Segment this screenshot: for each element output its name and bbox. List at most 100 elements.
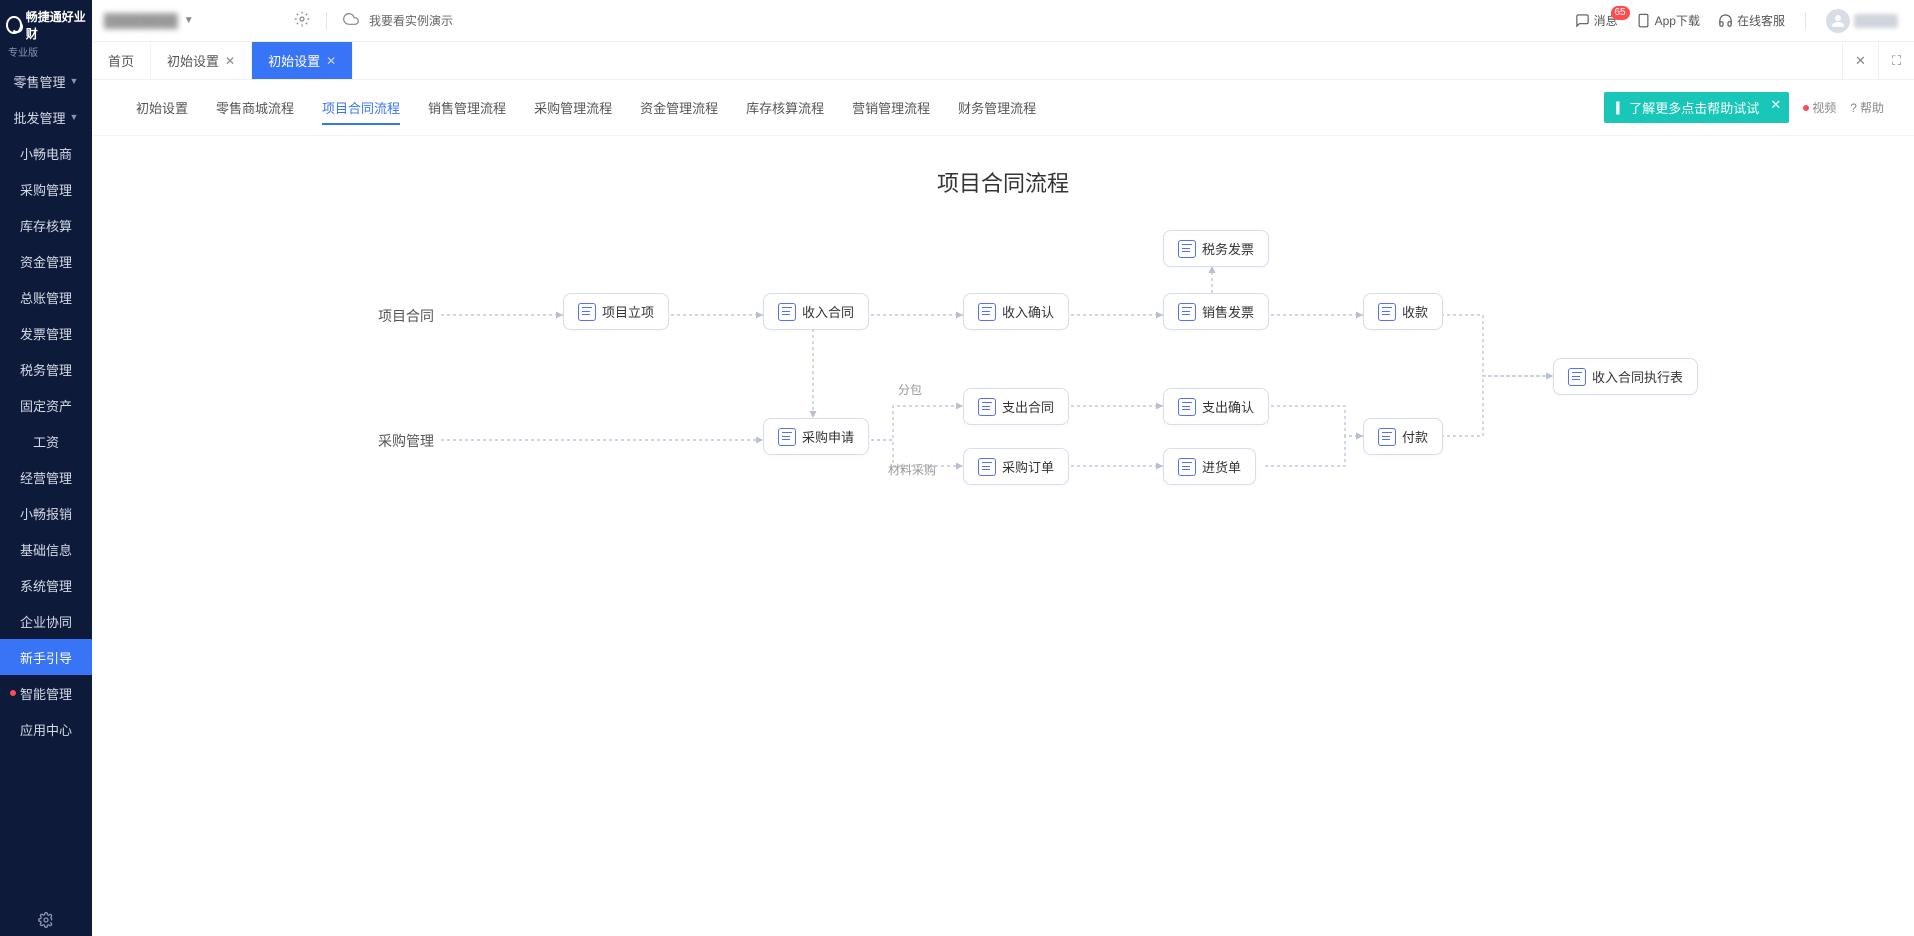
help-link[interactable]: ?帮助 <box>1850 99 1884 116</box>
sidebar-item-label: 小畅电商 <box>20 144 72 163</box>
flow-node-label: 付款 <box>1402 427 1428 446</box>
subtab[interactable]: 项目合同流程 <box>308 80 414 135</box>
subtab[interactable]: 营销管理流程 <box>838 80 944 135</box>
flow-node-label: 税务发票 <box>1202 239 1254 258</box>
app-download-button[interactable]: App下载 <box>1632 12 1704 29</box>
sidebar-item[interactable]: 总账管理 <box>0 279 92 315</box>
video-link[interactable]: 视频 <box>1803 99 1836 116</box>
sidebar-settings-button[interactable] <box>0 904 92 936</box>
username-redacted <box>1854 14 1898 28</box>
sidebar-item-label: 应用中心 <box>20 720 72 739</box>
new-dot-icon <box>10 690 16 696</box>
flow-node-label: 收款 <box>1402 302 1428 321</box>
tabs-row: 首页初始设置✕初始设置✕✕⛶ <box>92 42 1914 80</box>
tab[interactable]: 初始设置 ✕ <box>252 42 353 79</box>
user-menu[interactable] <box>1822 9 1902 33</box>
flow-title: 项目合同流程 <box>92 136 1914 208</box>
flow-node-label: 收入确认 <box>1002 302 1054 321</box>
sidebar-item[interactable]: 固定资产 <box>0 387 92 423</box>
flow-node[interactable]: 进货单 <box>1163 448 1256 485</box>
subtabs-row: 初始设置零售商城流程项目合同流程销售管理流程采购管理流程资金管理流程库存核算流程… <box>92 80 1914 136</box>
flow-node-label: 进货单 <box>1202 457 1241 476</box>
document-icon <box>778 303 796 321</box>
sidebar-item-label: 工资 <box>33 432 59 451</box>
tab[interactable]: 初始设置 ✕ <box>151 42 252 79</box>
flow-node-label: 项目立项 <box>602 302 654 321</box>
subtab[interactable]: 零售商城流程 <box>202 80 308 135</box>
sidebar-item[interactable]: 批发管理▼ <box>0 99 92 135</box>
sidebar-item[interactable]: 小畅电商 <box>0 135 92 171</box>
org-selector[interactable]: ████████ ▼ <box>104 13 284 28</box>
flow-node[interactable]: 采购申请 <box>763 418 869 455</box>
sidebar-item[interactable]: 应用中心 <box>0 711 92 747</box>
sidebar-item-label: 采购管理 <box>20 180 72 199</box>
sidebar-item[interactable]: 库存核算 <box>0 207 92 243</box>
chevron-down-icon: ▼ <box>70 112 79 122</box>
sidebar-item[interactable]: 企业协同 <box>0 603 92 639</box>
fullscreen-button[interactable]: ⛶ <box>1878 42 1914 79</box>
tab-label: 初始设置 <box>268 51 320 70</box>
tab-label: 初始设置 <box>167 51 219 70</box>
flow-node[interactable]: 采购订单 <box>963 448 1069 485</box>
subtab[interactable]: 初始设置 <box>122 80 202 135</box>
close-icon[interactable]: ✕ <box>1770 97 1781 113</box>
sidebar-item-label: 企业协同 <box>20 612 72 631</box>
subtab[interactable]: 采购管理流程 <box>520 80 626 135</box>
sidebar-item[interactable]: 零售管理▼ <box>0 63 92 99</box>
flow-node[interactable]: 销售发票 <box>1163 293 1269 330</box>
close-all-tabs-button[interactable]: ✕ <box>1842 42 1878 79</box>
sidebar-item[interactable]: 采购管理 <box>0 171 92 207</box>
tab[interactable]: 首页 <box>92 42 151 79</box>
divider <box>1805 12 1806 30</box>
demo-link[interactable]: 我要看实例演示 <box>369 12 453 29</box>
flow-canvas: 项目合同采购管理分包材料采购项目立项收入合同收入确认销售发票税务发票收款收入合同… <box>273 208 1733 728</box>
document-icon <box>1178 303 1196 321</box>
settings-icon[interactable] <box>294 11 310 30</box>
subtab[interactable]: 财务管理流程 <box>944 80 1050 135</box>
close-icon[interactable]: ✕ <box>225 54 235 68</box>
flow-node[interactable]: 项目立项 <box>563 293 669 330</box>
sidebar-item[interactable]: 税务管理 <box>0 351 92 387</box>
cloud-icon <box>343 11 359 30</box>
document-icon <box>1378 428 1396 446</box>
sidebar-item-label: 发票管理 <box>20 324 72 343</box>
flow-node[interactable]: 付款 <box>1363 418 1443 455</box>
flow-node[interactable]: 收入合同 <box>763 293 869 330</box>
chevron-down-icon: ▼ <box>184 15 194 26</box>
sidebar-item-label: 库存核算 <box>20 216 72 235</box>
document-icon <box>1568 368 1586 386</box>
flow-node[interactable]: 支出合同 <box>963 388 1069 425</box>
support-button[interactable]: 在线客服 <box>1714 12 1789 29</box>
flow-node-label: 收入合同执行表 <box>1592 367 1683 386</box>
sidebar-item[interactable]: 资金管理 <box>0 243 92 279</box>
subtab[interactable]: 销售管理流程 <box>414 80 520 135</box>
sidebar-nav: 零售管理▼批发管理▼ 小畅电商采购管理库存核算资金管理总账管理发票管理税务管理固定… <box>0 63 92 904</box>
help-banner[interactable]: ▎了解更多点击帮助试试✕ <box>1604 92 1789 123</box>
subtab[interactable]: 资金管理流程 <box>626 80 732 135</box>
flow-node[interactable]: 收入合同执行表 <box>1553 358 1698 395</box>
messages-button[interactable]: 消息 65 <box>1571 12 1622 29</box>
subtab[interactable]: 库存核算流程 <box>732 80 838 135</box>
flow-node-label: 收入合同 <box>802 302 854 321</box>
flow-row-label: 采购管理 <box>378 431 434 451</box>
flow-row-label: 项目合同 <box>378 306 434 326</box>
sidebar-item-label: 智能管理 <box>20 684 72 703</box>
sidebar-item[interactable]: 工资 <box>0 423 92 459</box>
flow-node[interactable]: 税务发票 <box>1163 230 1269 267</box>
sidebar-item[interactable]: 系统管理 <box>0 567 92 603</box>
flow-node[interactable]: 收款 <box>1363 293 1443 330</box>
close-icon[interactable]: ✕ <box>326 54 336 68</box>
sidebar-item[interactable]: 经营管理 <box>0 459 92 495</box>
document-icon <box>1178 240 1196 258</box>
record-dot-icon <box>1803 105 1809 111</box>
sidebar-item[interactable]: 发票管理 <box>0 315 92 351</box>
sidebar-item[interactable]: 基础信息 <box>0 531 92 567</box>
sidebar-item[interactable]: 小畅报销 <box>0 495 92 531</box>
messages-badge: 65 <box>1611 6 1630 20</box>
sidebar-item[interactable]: 新手引导 <box>0 639 92 675</box>
flow-node[interactable]: 收入确认 <box>963 293 1069 330</box>
brand-logo-icon <box>6 16 22 34</box>
flow-node[interactable]: 支出确认 <box>1163 388 1269 425</box>
sidebar-item[interactable]: 智能管理 <box>0 675 92 711</box>
help-banner-text: 了解更多点击帮助试试 <box>1629 101 1759 116</box>
